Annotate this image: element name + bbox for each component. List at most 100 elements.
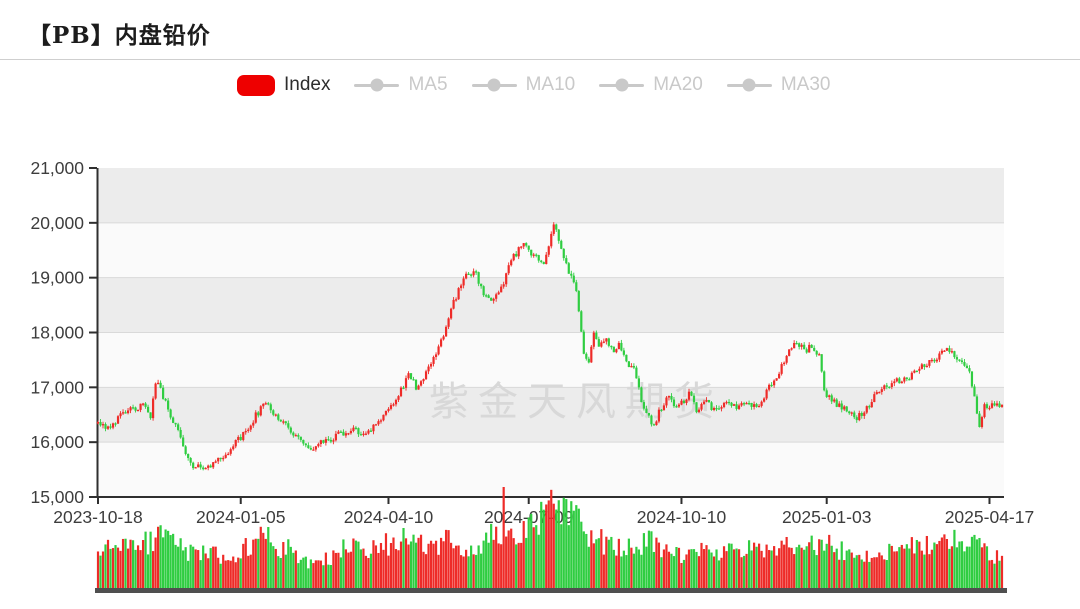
- volume-bar: [339, 557, 343, 588]
- volume-bar: [197, 550, 200, 588]
- volume-bar: [99, 555, 102, 588]
- page-title: 【PB】内盘铅价: [28, 22, 211, 49]
- volume-bar: [490, 523, 493, 588]
- volume-bar: [530, 513, 533, 588]
- volume-bar: [850, 552, 853, 588]
- volume-bar: [482, 540, 485, 588]
- x-tick-label: 2025-01-03: [782, 507, 872, 527]
- volume-bar: [470, 545, 473, 588]
- volume-bar: [555, 509, 558, 588]
- volume-bar: [204, 553, 207, 588]
- volume-bar: [890, 545, 893, 588]
- volume-bar: [818, 539, 821, 588]
- volume-bar: [104, 544, 107, 588]
- volume-bar: [374, 545, 378, 588]
- volume-bar: [920, 550, 923, 588]
- volume-bar: [249, 554, 252, 588]
- volume-bar: [404, 538, 408, 588]
- volume-bar: [923, 554, 926, 588]
- volume-bar: [359, 549, 363, 588]
- volume-bar: [460, 555, 463, 588]
- volume-bar: [687, 549, 691, 588]
- volume-bar: [958, 541, 961, 588]
- volume-bar: [808, 542, 811, 588]
- volume-bar: [765, 544, 768, 588]
- volume-bar: [677, 547, 681, 588]
- ma5-line-dot-icon: [354, 83, 400, 87]
- volume-bar: [770, 550, 773, 588]
- volume-bar: [379, 542, 383, 588]
- volume-bar: [662, 549, 666, 588]
- volume-bar: [167, 530, 170, 588]
- volume-bar: [570, 501, 573, 588]
- volume-bar: [129, 539, 132, 588]
- volume-bar: [324, 552, 327, 588]
- volume-bar: [773, 546, 776, 588]
- volume-bar: [778, 548, 781, 588]
- volume-bar: [357, 541, 360, 588]
- volume-bar: [136, 545, 140, 588]
- volume-bar: [394, 549, 398, 588]
- volume-bar: [409, 541, 413, 588]
- volume-bar: [632, 553, 635, 588]
- volume-bar: [512, 538, 515, 588]
- volume-bar: [307, 568, 310, 588]
- volume-bar: [868, 561, 871, 588]
- volume-bar: [540, 501, 543, 588]
- x-tick-label: 2023-10-18: [53, 507, 143, 527]
- volume-bar: [685, 554, 688, 588]
- volume-bar: [918, 541, 921, 588]
- volume-bar: [322, 565, 325, 588]
- volume-bar: [950, 546, 954, 588]
- volume-bar: [372, 540, 375, 588]
- volume-bar: [602, 554, 605, 588]
- volume-bar: [237, 557, 240, 588]
- volume-bar: [532, 527, 535, 588]
- volume-bar: [960, 541, 964, 588]
- volume-series: [95, 487, 1007, 593]
- legend-item-index[interactable]: Index: [237, 74, 330, 96]
- volume-bar: [823, 550, 826, 588]
- volume-bar: [833, 552, 836, 588]
- volume-bar: [813, 549, 816, 588]
- legend-item-ma30[interactable]: MA30: [726, 74, 830, 96]
- volume-bar: [878, 552, 881, 588]
- volume-bar: [855, 555, 858, 588]
- volume-bar: [900, 544, 903, 588]
- volume-bar: [600, 529, 603, 588]
- volume-bar: [156, 526, 160, 588]
- volume-bar: [495, 526, 498, 588]
- volume-bar: [317, 560, 320, 588]
- volume-bar: [272, 546, 275, 588]
- volume-bar: [292, 552, 295, 588]
- volume-bar: [730, 543, 733, 588]
- legend-label-ma5: MA5: [408, 74, 448, 95]
- volume-bar: [447, 530, 450, 588]
- volume-bar: [988, 560, 991, 588]
- volume-bar: [477, 545, 480, 588]
- volume-bar: [492, 539, 495, 588]
- volume-bar: [182, 550, 185, 588]
- volume-bar: [848, 549, 851, 588]
- volume-bar: [943, 534, 946, 588]
- volume-bar: [194, 549, 197, 588]
- volume-bar: [262, 532, 265, 588]
- volume-bar: [146, 554, 150, 588]
- volume-bar: [277, 556, 280, 588]
- volume-bar: [414, 542, 418, 588]
- volume-bar: [114, 545, 117, 588]
- volume-bar: [497, 543, 500, 588]
- volume-bar: [229, 560, 232, 588]
- legend-item-ma20[interactable]: MA20: [599, 74, 703, 96]
- volume-bar: [928, 554, 931, 588]
- legend-item-ma10[interactable]: MA10: [471, 74, 575, 96]
- volume-bar: [925, 535, 928, 588]
- volume-bar: [457, 545, 460, 588]
- volume-bar: [722, 546, 726, 588]
- volume-bar: [617, 538, 620, 588]
- volume-bar: [392, 537, 395, 588]
- volume-bar: [267, 527, 270, 588]
- legend-item-ma5[interactable]: MA5: [354, 74, 448, 96]
- title-divider: [0, 59, 1080, 60]
- volume-bar: [983, 543, 986, 588]
